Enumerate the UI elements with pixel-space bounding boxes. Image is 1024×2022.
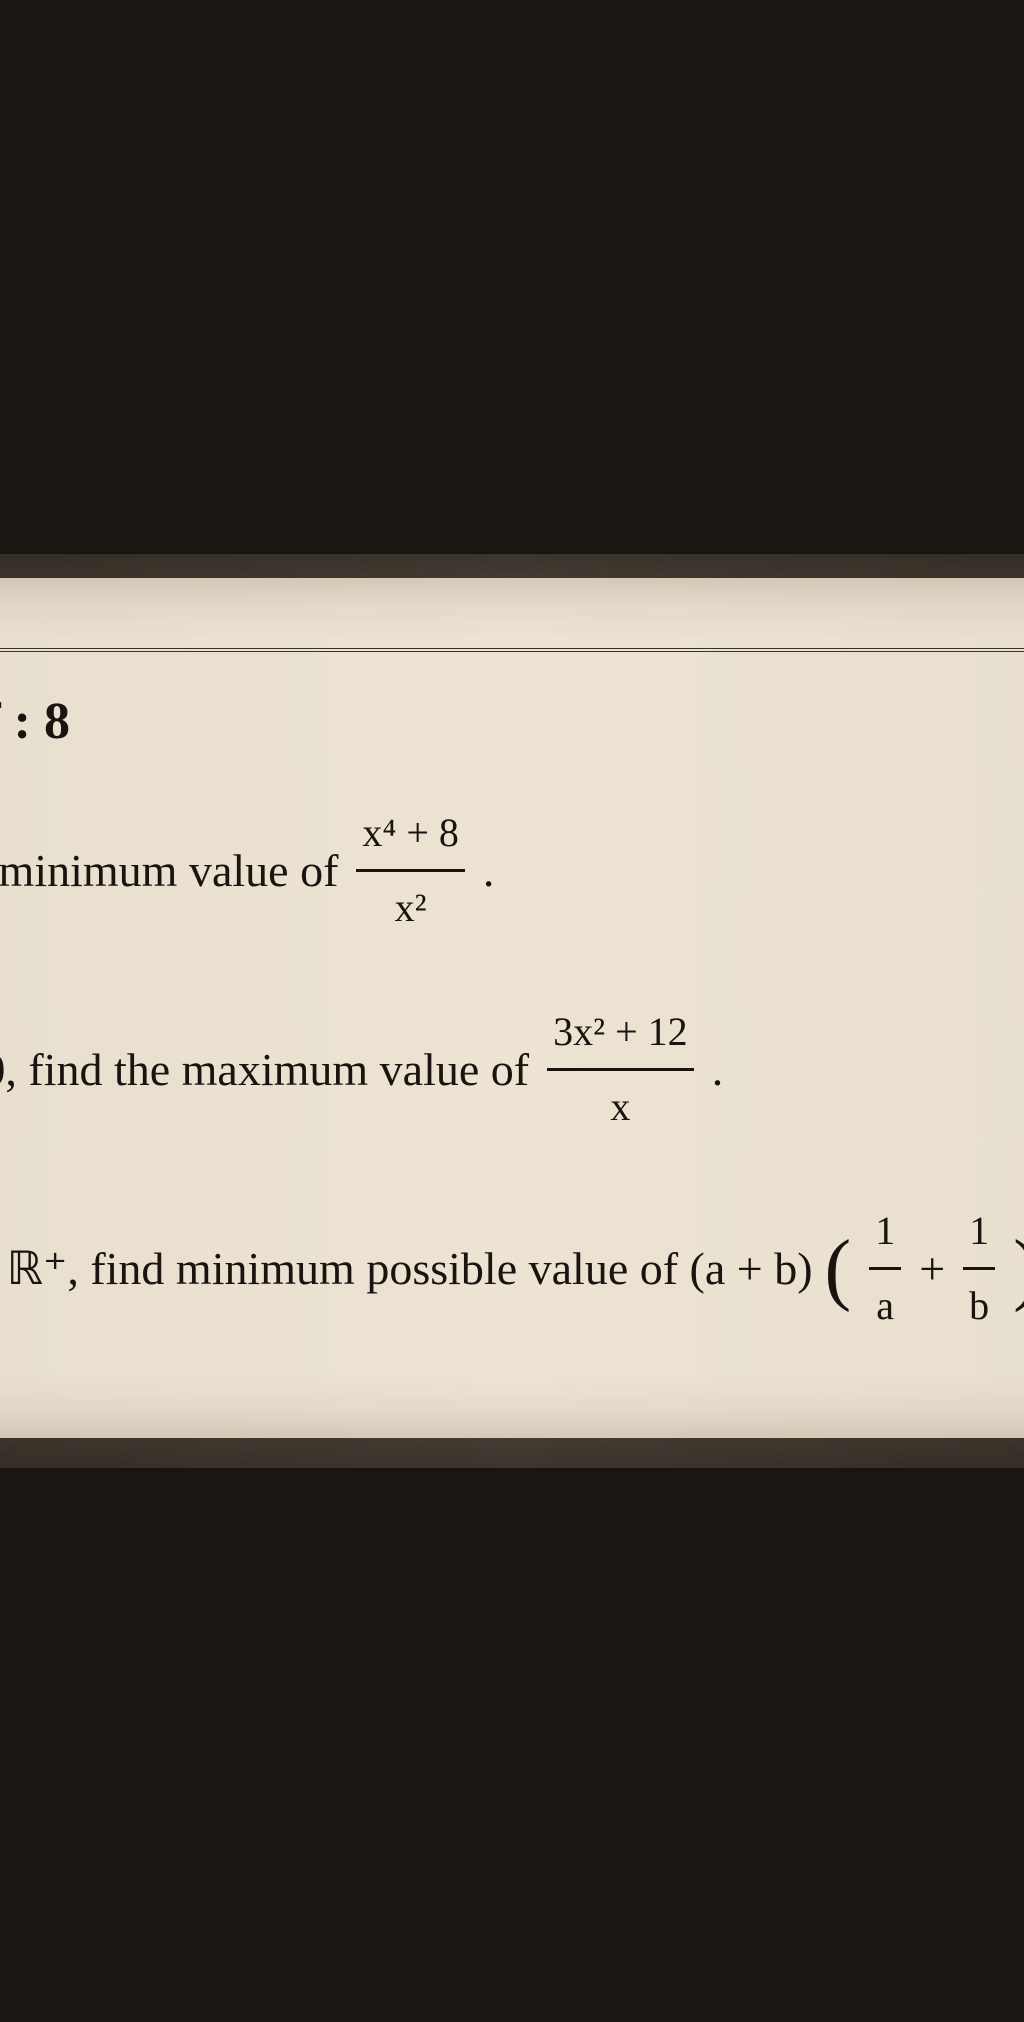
problem-3-frac1-num: 1 bbox=[869, 1199, 901, 1270]
problem-3-plus: + bbox=[919, 1232, 945, 1306]
problem-1-text: Find the minimum value of x⁴ + 8 x² . bbox=[0, 801, 494, 940]
problem-2-before: For x < 0, find the maximum value of bbox=[0, 1033, 529, 1107]
problem-1-frac-num: x⁴ + 8 bbox=[356, 801, 465, 872]
problem-3-fraction-2: 1 b bbox=[963, 1199, 995, 1338]
problem-3-frac2-num: 1 bbox=[963, 1199, 995, 1270]
problem-3-before: If a, b ∈ ℝ⁺, find minimum possible valu… bbox=[0, 1232, 813, 1306]
problem-2-frac-den: x bbox=[610, 1071, 630, 1139]
problem-3-frac2-den: b bbox=[969, 1270, 989, 1338]
problem-3-frac1-den: a bbox=[876, 1270, 894, 1338]
open-paren: ( bbox=[825, 1237, 852, 1301]
problem-3: 3. If a, b ∈ ℝ⁺, find minimum possible v… bbox=[0, 1199, 1024, 1338]
problem-2-text: For x < 0, find the maximum value of 3x²… bbox=[0, 1000, 723, 1139]
problem-1: 1. Find the minimum value of x⁴ + 8 x² . bbox=[0, 801, 1024, 940]
problem-2-fraction: 3x² + 12 x bbox=[547, 1000, 694, 1139]
problem-1-before: Find the minimum value of bbox=[0, 834, 338, 908]
problem-3-text: If a, b ∈ ℝ⁺, find minimum possible valu… bbox=[0, 1199, 1024, 1338]
problem-3-fraction-1: 1 a bbox=[869, 1199, 901, 1338]
problem-1-after: . bbox=[483, 834, 495, 908]
problem-1-fraction: x⁴ + 8 x² bbox=[356, 801, 465, 940]
photo-container: Do yourself : 8 'x + 1 x ⩾ 2 1. Find the… bbox=[0, 551, 1024, 1471]
section-title: Do yourself : 8 bbox=[0, 692, 1024, 751]
problem-2: 2. For x < 0, find the maximum value of … bbox=[0, 1000, 1024, 1139]
problem-1-frac-den: x² bbox=[395, 872, 427, 940]
rotated-content: Do yourself : 8 'x + 1 x ⩾ 2 1. Find the… bbox=[0, 548, 1024, 1468]
close-paren: ) bbox=[1013, 1237, 1024, 1301]
problem-2-frac-num: 3x² + 12 bbox=[547, 1000, 694, 1071]
problem-2-after: . bbox=[712, 1033, 724, 1107]
inner-content: Do yourself : 8 'x + 1 x ⩾ 2 1. Find the… bbox=[0, 588, 1024, 1458]
top-rule bbox=[0, 648, 1024, 652]
